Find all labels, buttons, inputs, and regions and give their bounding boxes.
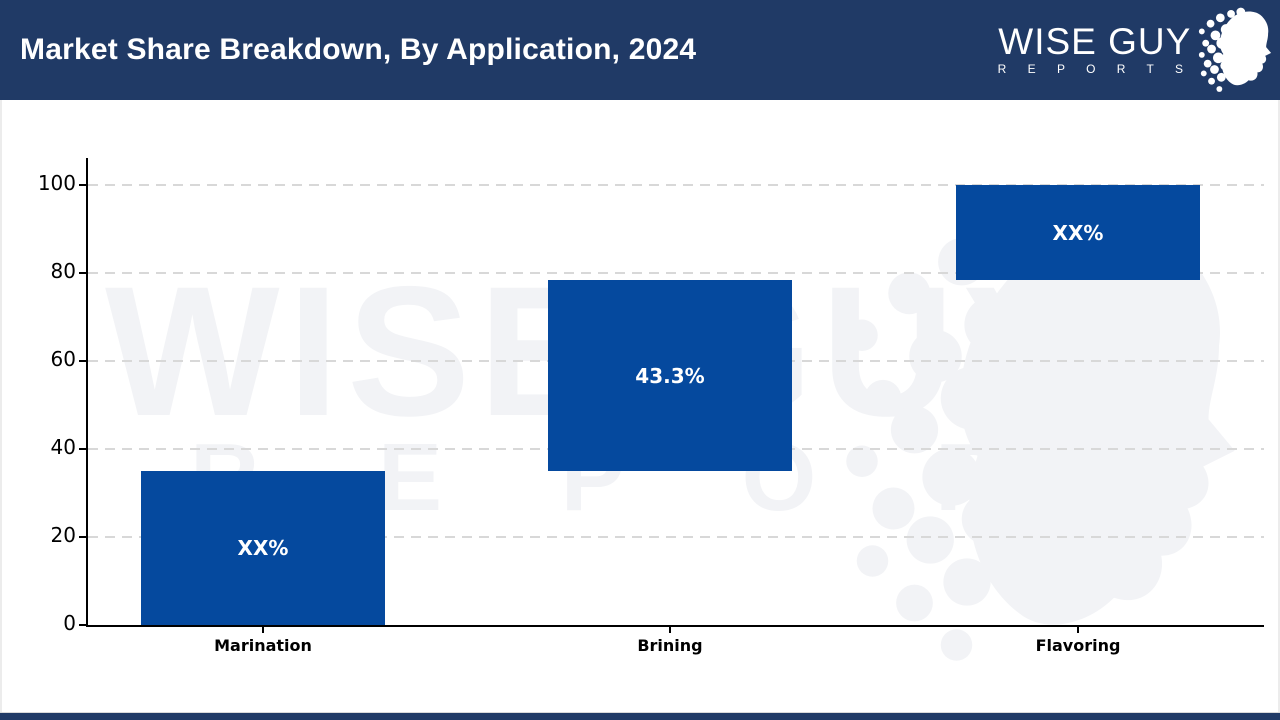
y-axis-tick — [79, 272, 86, 274]
y-gridline — [88, 536, 1264, 538]
x-axis-category-label: Flavoring — [1035, 636, 1121, 655]
x-axis-tick — [1077, 627, 1079, 633]
logo-subtitle: R E P O R T S — [997, 62, 1192, 76]
y-gridline — [88, 272, 1264, 274]
y-axis-tick-label: 0 — [63, 611, 76, 635]
y-axis-tick-label: 20 — [50, 523, 76, 547]
logo-text: WISE GUY R E P O R T S — [997, 21, 1192, 76]
x-axis-category-label: Brining — [637, 636, 703, 655]
page-title: Market Share Breakdown, By Application, … — [20, 33, 697, 66]
right-edge-border — [1278, 100, 1280, 712]
bar-marination: XX% — [141, 471, 385, 625]
y-axis-tick — [79, 184, 86, 186]
y-axis-tick-label: 60 — [50, 347, 76, 371]
y-axis-tick-label: 40 — [50, 435, 76, 459]
y-axis-line — [86, 158, 88, 627]
logo-wordmark: WISE GUY — [998, 21, 1192, 62]
y-axis-tick — [79, 448, 86, 450]
wiseguy-logo: WISE GUY R E P O R T S — [998, 0, 1272, 100]
x-axis-tick — [669, 627, 671, 633]
y-axis-tick — [79, 536, 86, 538]
y-axis-tick — [79, 624, 86, 626]
wiseguy-face-icon — [1198, 7, 1272, 92]
y-axis-tick — [79, 360, 86, 362]
bar-value-label: XX% — [237, 536, 289, 560]
left-edge-border — [0, 100, 2, 712]
bottom-bar — [0, 712, 1280, 720]
x-axis-tick — [262, 627, 264, 633]
header: Market Share Breakdown, By Application, … — [0, 0, 1280, 100]
y-gridline — [88, 184, 1264, 186]
bar-flavoring: XX% — [956, 185, 1200, 281]
chart-area: WISE GUY R E P O R T S 020406080100XX%Ma… — [0, 100, 1280, 712]
x-axis-category-label: Marination — [214, 636, 312, 655]
x-axis-line — [86, 625, 1264, 627]
bar-brining: 43.3% — [548, 280, 792, 471]
y-axis-tick-label: 80 — [50, 259, 76, 283]
bar-value-label: 43.3% — [635, 363, 705, 388]
bar-value-label: XX% — [1052, 220, 1104, 245]
y-axis-tick-label: 100 — [37, 171, 76, 195]
